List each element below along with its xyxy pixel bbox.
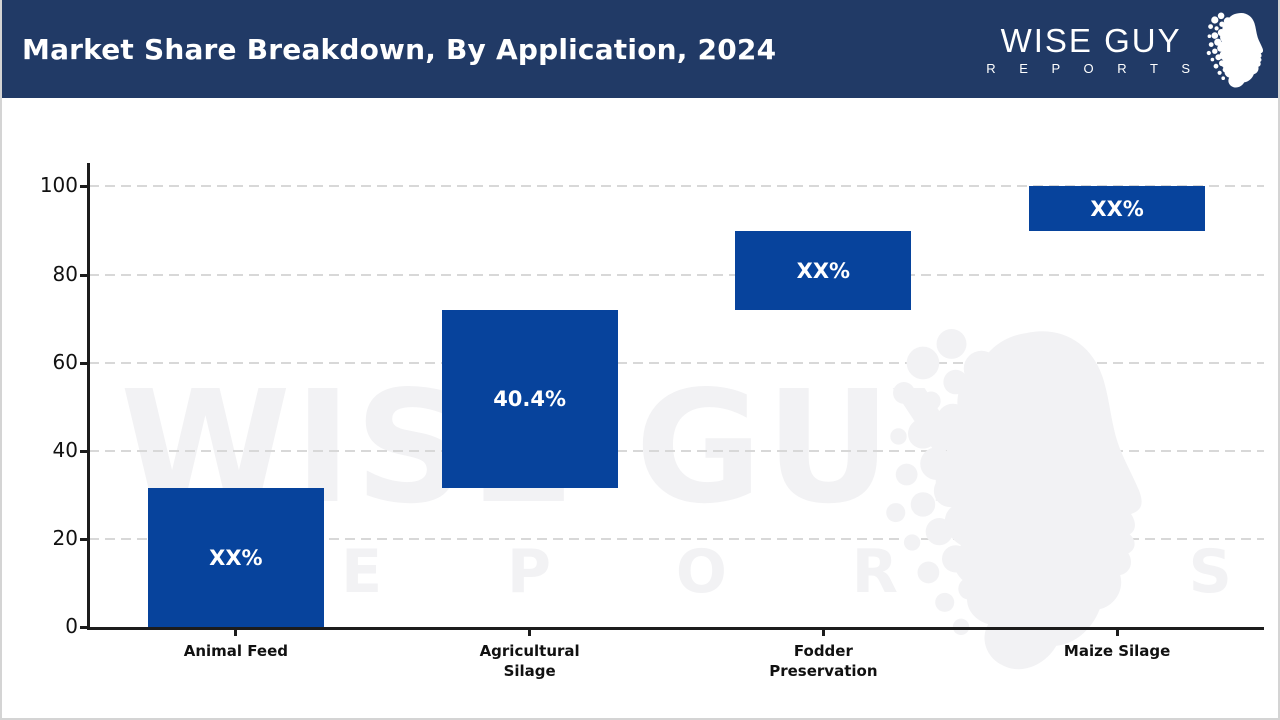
brand-subtitle: R E P O R T S: [986, 61, 1200, 76]
y-axis-tick: [80, 273, 89, 277]
y-tick-label: 20: [52, 525, 78, 550]
watermark-head-icon: [874, 322, 1146, 676]
y-tick-label: 60: [52, 349, 78, 374]
gridline: [89, 273, 1264, 276]
bar-segment: XX%: [147, 488, 324, 627]
header-bar: Market Share Breakdown, By Application, …: [2, 0, 1278, 98]
x-category-label: Fodder Preservation: [769, 642, 878, 681]
gridline: [89, 537, 1264, 540]
x-category-label: Animal Feed: [183, 642, 289, 660]
x-axis-line: [87, 627, 1264, 630]
brand-head-icon: [1204, 10, 1264, 90]
x-axis-tick: [234, 627, 238, 636]
bar-value-label: XX%: [209, 545, 263, 570]
bar-value-label: 40.4%: [493, 387, 567, 412]
y-axis-tick: [80, 449, 89, 453]
gridline: [89, 449, 1264, 452]
bar-segment: 40.4%: [441, 310, 618, 489]
gridline: [89, 361, 1264, 364]
bar-value-label: XX%: [1090, 196, 1144, 221]
x-axis-tick: [528, 627, 532, 636]
x-axis-tick: [821, 627, 825, 636]
bar-segment: XX%: [735, 230, 912, 311]
y-tick-label: 0: [65, 614, 78, 638]
y-tick-label: 100: [39, 173, 78, 198]
x-category-label: Maize Silage: [1063, 642, 1171, 660]
x-axis-tick: [1115, 627, 1119, 636]
y-axis-tick: [80, 185, 89, 189]
y-axis-tick: [80, 626, 89, 629]
y-axis-tick: [80, 537, 89, 541]
bar-segment: XX%: [1029, 186, 1206, 231]
y-axis-line: [87, 163, 90, 630]
y-axis-tick: [80, 361, 89, 365]
gridline: [89, 185, 1264, 188]
y-tick-label: 80: [52, 261, 78, 286]
brand-wordmark: WISE GUY R E P O R T S: [982, 24, 1200, 76]
brand-logo: WISE GUY R E P O R T S: [982, 8, 1264, 92]
brand-name: WISE GUY: [1000, 22, 1182, 59]
bar-value-label: XX%: [796, 258, 851, 283]
chart-title: Market Share Breakdown, By Application, …: [22, 32, 777, 66]
x-category-label: Agricultural Silage: [479, 642, 580, 681]
y-tick-label: 40: [52, 437, 78, 462]
